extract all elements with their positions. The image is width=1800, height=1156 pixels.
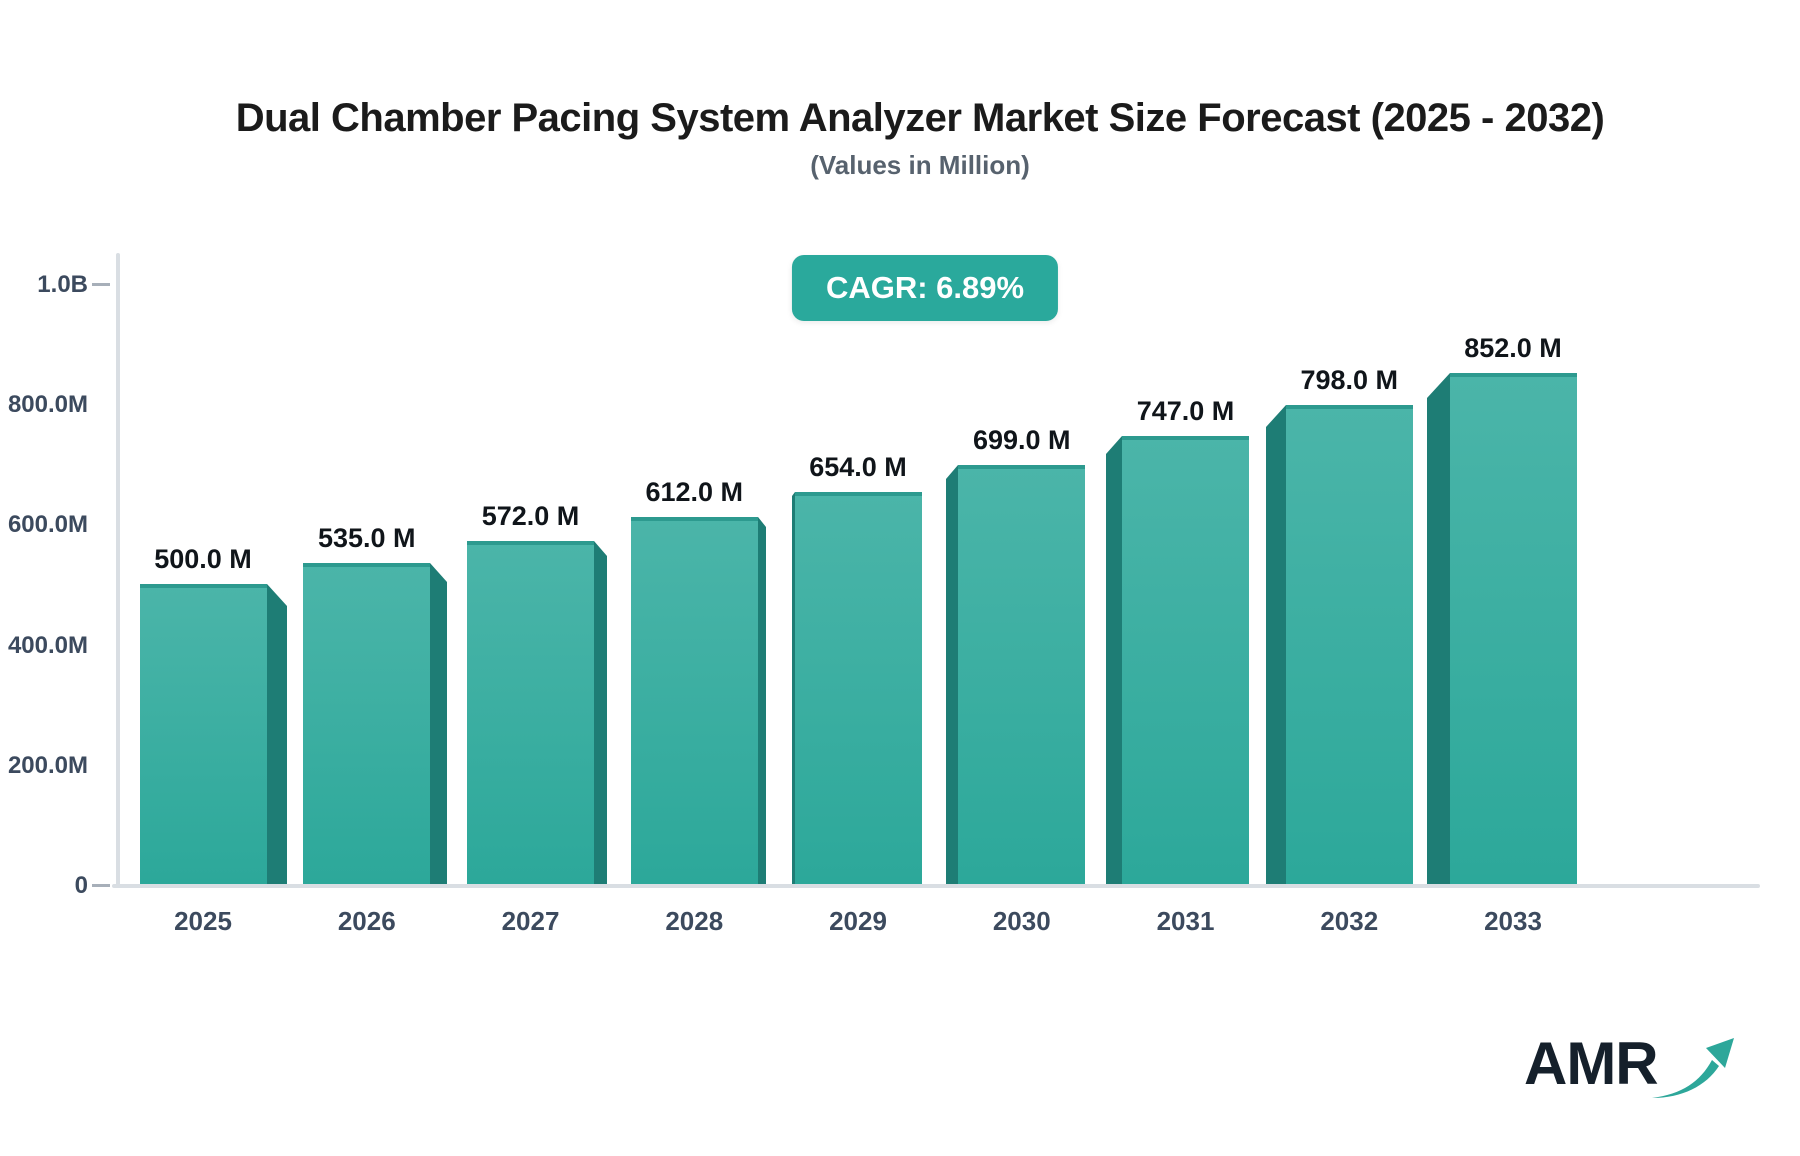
bar-group-2029[interactable] xyxy=(792,492,922,885)
growth-arrow-icon xyxy=(1651,1038,1734,1098)
x-axis-label-2025: 2025 xyxy=(174,906,232,936)
amr-logo-text: AMR xyxy=(1524,1030,1659,1097)
y-tick-label: 800.0M xyxy=(7,391,88,419)
bar-value-label: 535.0 M xyxy=(317,523,416,553)
bar-group-2027[interactable] xyxy=(467,541,607,885)
bar-3d-shape xyxy=(631,517,766,885)
x-axis-label-2032: 2032 xyxy=(1320,906,1379,936)
bar-value-label: 500.0 M xyxy=(154,544,252,574)
bar-value-label: 699.0 M xyxy=(972,425,1071,455)
bar-group-2026[interactable] xyxy=(303,563,447,885)
bar-3d-shape xyxy=(1427,373,1577,885)
bar-group-2025[interactable] xyxy=(140,584,287,885)
bar-value-label: 612.0 M xyxy=(645,477,744,507)
y-tick-label: 1.0B xyxy=(37,271,88,298)
bar-3d-shape xyxy=(467,541,607,885)
y-axis-line xyxy=(116,253,120,888)
bar-3d-shape xyxy=(1266,405,1413,885)
amr-logo: AMR xyxy=(1524,1034,1736,1102)
x-axis-label-2027: 2027 xyxy=(501,906,560,936)
x-axis-label-2029: 2029 xyxy=(829,906,887,936)
x-axis-line xyxy=(112,884,1760,888)
bar-3d-shape xyxy=(140,584,287,885)
x-axis-label-2026: 2026 xyxy=(337,906,396,936)
x-axis-label-2028: 2028 xyxy=(665,906,724,936)
x-axis-label-2031: 2031 xyxy=(1156,906,1215,936)
bar-group-2028[interactable] xyxy=(631,517,766,885)
y-tick-label: 0 xyxy=(74,872,88,899)
bar-3d-shape xyxy=(792,492,922,885)
bar-value-label: 798.0 M xyxy=(1300,365,1399,395)
bar-value-label: 747.0 M xyxy=(1136,396,1235,426)
y-tick-mark xyxy=(92,884,110,887)
y-tick-label: 200.0M xyxy=(7,751,88,779)
y-tick-mark xyxy=(92,283,110,286)
bar-group-2031[interactable] xyxy=(1106,436,1249,885)
bar-value-label: 572.0 M xyxy=(481,501,580,531)
bar-3d-shape xyxy=(946,465,1085,885)
bar-group-2032[interactable] xyxy=(1266,405,1413,885)
cagr-badge: CAGR: 6.89% xyxy=(791,255,1059,321)
x-axis-label-2033: 2033 xyxy=(1484,906,1542,936)
y-tick-label: 400.0M xyxy=(7,631,88,659)
bar-group-2030[interactable] xyxy=(946,465,1085,885)
bar-value-label: 852.0 M xyxy=(1464,333,1562,363)
x-axis-label-2030: 2030 xyxy=(992,906,1051,936)
bar-3d-shape xyxy=(1106,436,1249,885)
chart-subtitle: (Values in Million) xyxy=(810,150,1030,180)
y-tick-label: 600.0M xyxy=(7,511,88,539)
bar-value-label: 654.0 M xyxy=(809,452,907,482)
chart-title: Dual Chamber Pacing System Analyzer Mark… xyxy=(235,96,1605,140)
bar-group-2033[interactable] xyxy=(1427,373,1577,885)
bar-3d-shape xyxy=(303,563,447,885)
